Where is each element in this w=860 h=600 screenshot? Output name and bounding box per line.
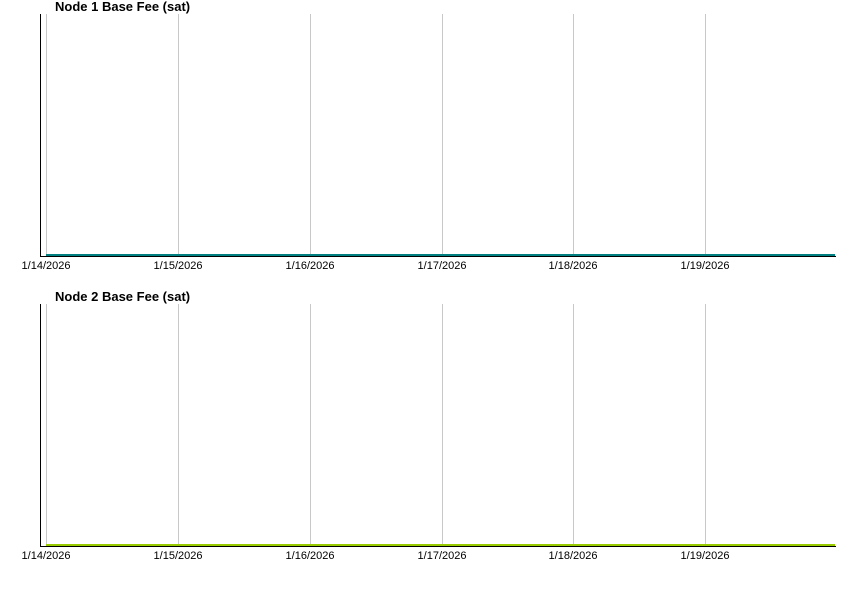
plot-area-node-1 xyxy=(40,14,845,257)
chart-title-node-2: Node 2 Base Fee (sat) xyxy=(55,289,191,304)
y-axis-line-node-2 xyxy=(40,304,41,547)
chart-panel-node-2: Node 2 Base Fee (sat) 1/14/2026 1/15/202… xyxy=(0,290,860,575)
x-tick-label-2: 1/16/2026 xyxy=(285,260,335,272)
gridline-x-2 xyxy=(310,14,311,256)
gridline-x-3 xyxy=(442,14,443,256)
chart-title-node-1: Node 1 Base Fee (sat) xyxy=(55,0,191,14)
gridline-x-0 xyxy=(46,14,47,256)
gridline-x-5 xyxy=(705,304,706,546)
plot-area-node-2 xyxy=(40,304,845,547)
x-tick-label-5: 1/19/2026 xyxy=(680,260,730,272)
x-tick-label-4: 1/18/2026 xyxy=(548,550,598,562)
y-axis-line-node-1 xyxy=(40,14,41,257)
gridline-x-1 xyxy=(178,304,179,546)
series-line-node-1-base-fee xyxy=(46,254,835,256)
x-tick-label-2: 1/16/2026 xyxy=(285,550,335,562)
gridline-x-5 xyxy=(705,14,706,256)
gridline-x-2 xyxy=(310,304,311,546)
x-tick-label-0: 1/14/2026 xyxy=(21,550,71,562)
x-axis-line-node-2 xyxy=(40,546,836,547)
x-tick-label-3: 1/17/2026 xyxy=(417,550,467,562)
x-tick-label-5: 1/19/2026 xyxy=(680,550,730,562)
x-tick-label-0: 1/14/2026 xyxy=(21,260,71,272)
gridline-x-4 xyxy=(573,14,574,256)
gridline-x-3 xyxy=(442,304,443,546)
gridline-x-1 xyxy=(178,14,179,256)
x-tick-label-3: 1/17/2026 xyxy=(417,260,467,272)
series-line-node-2-base-fee xyxy=(46,544,835,546)
gridline-x-4 xyxy=(573,304,574,546)
x-axis-line-node-1 xyxy=(40,256,836,257)
chart-panel-node-1: Node 1 Base Fee (sat) 1/14/2026 1/15/202… xyxy=(0,0,860,285)
x-tick-label-1: 1/15/2026 xyxy=(153,550,203,562)
gridline-x-0 xyxy=(46,304,47,546)
x-tick-label-1: 1/15/2026 xyxy=(153,260,203,272)
x-tick-label-4: 1/18/2026 xyxy=(548,260,598,272)
